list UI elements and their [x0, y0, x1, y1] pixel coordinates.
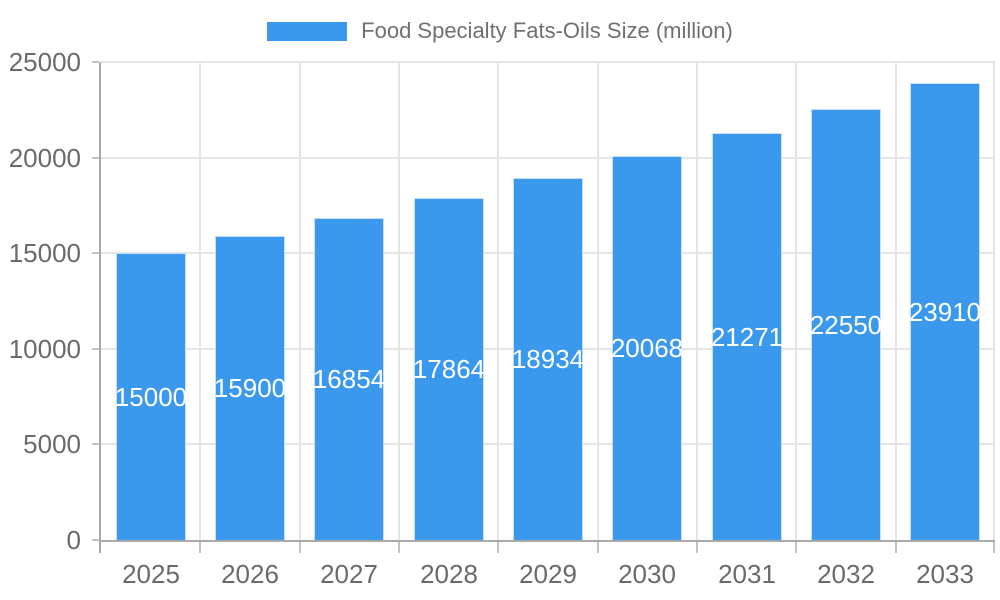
bar-2028[interactable]	[414, 198, 484, 540]
y-axis-tick-label: 15000	[8, 238, 81, 268]
bar-value-label: 15000	[114, 382, 188, 412]
bar-2027[interactable]	[314, 218, 384, 540]
y-axis-tick-label: 0	[66, 525, 81, 555]
bar-value-label: 17864	[412, 354, 486, 384]
bar-value-label: 18934	[511, 344, 585, 374]
x-axis-tick-label: 2028	[420, 559, 478, 589]
bar-value-label: 23910	[908, 297, 982, 327]
x-tick-mark	[597, 540, 599, 553]
gridline-x	[398, 62, 400, 540]
x-tick-mark	[993, 540, 995, 553]
bar-2031[interactable]	[712, 133, 782, 540]
x-axis-line	[99, 540, 995, 542]
x-axis-tick-label: 2026	[221, 559, 279, 589]
y-tick-mark	[92, 443, 99, 445]
gridline-x	[497, 62, 499, 540]
bar-2030[interactable]	[612, 156, 682, 540]
bar-2029[interactable]	[513, 178, 583, 540]
y-tick-mark	[92, 348, 99, 350]
x-tick-mark	[398, 540, 400, 553]
gridline-y	[101, 157, 995, 159]
bar-value-label: 16854	[312, 364, 386, 394]
gridline-x	[597, 62, 599, 540]
bar-value-label: 22550	[809, 310, 883, 340]
x-tick-mark	[299, 540, 301, 553]
legend[interactable]: Food Specialty Fats-Oils Size (million)	[0, 16, 1000, 46]
x-tick-mark	[696, 540, 698, 553]
x-tick-mark	[199, 540, 201, 553]
gridline-x	[696, 62, 698, 540]
plot-area: 0 5000 10000 15000 20000 25000 15000 2025 15900 2…	[9, 49, 995, 587]
x-tick-mark	[895, 540, 897, 553]
legend-swatch-icon	[267, 21, 348, 41]
y-tick-mark	[92, 61, 99, 63]
x-tick-mark	[497, 540, 499, 553]
bar-value-label: 21271	[710, 322, 784, 352]
bar-value-label: 15900	[213, 373, 287, 403]
x-axis-tick-label: 2025	[122, 559, 180, 589]
x-tick-mark	[795, 540, 797, 553]
y-axis-tick-label: 10000	[8, 334, 81, 364]
x-axis-tick-label: 2033	[916, 559, 974, 589]
gridline-x	[199, 62, 201, 540]
x-axis-tick-label: 2030	[618, 559, 676, 589]
y-axis-tick-label: 5000	[23, 429, 81, 459]
y-axis-line	[99, 62, 101, 553]
y-tick-mark	[92, 157, 99, 159]
bar-2033[interactable]	[910, 83, 980, 540]
x-axis-tick-label: 2029	[519, 559, 577, 589]
bar-2026[interactable]	[215, 236, 285, 540]
bar-2025[interactable]	[116, 253, 186, 540]
bar-value-label: 20068	[610, 333, 684, 363]
legend-label: Food Specialty Fats-Oils Size (million)	[361, 18, 733, 43]
gridline-x	[993, 62, 995, 540]
y-axis-tick-label: 20000	[8, 143, 81, 173]
y-tick-mark	[92, 252, 99, 254]
x-axis-tick-label: 2031	[718, 559, 776, 589]
gridline-x	[299, 62, 301, 540]
x-axis-tick-label: 2027	[320, 559, 378, 589]
gridline-y	[101, 61, 995, 63]
gridline-x	[795, 62, 797, 540]
gridline-x	[895, 62, 897, 540]
x-axis-tick-label: 2032	[817, 559, 875, 589]
bar-2032[interactable]	[811, 109, 881, 540]
y-axis-tick-label: 25000	[8, 47, 81, 77]
y-tick-mark	[92, 539, 99, 541]
